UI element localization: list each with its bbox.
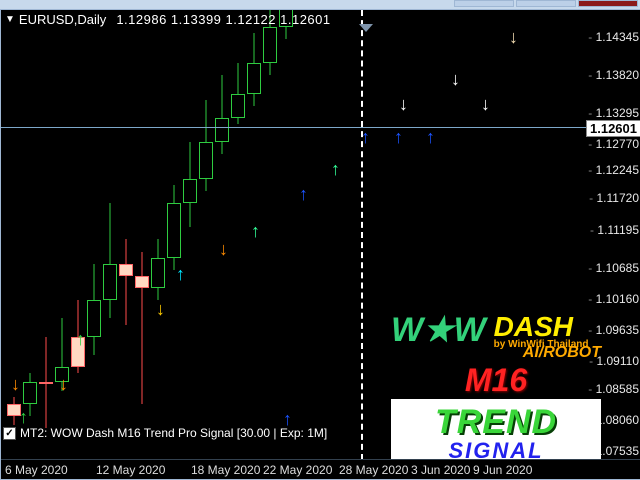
ohlc-values: 1.12986 1.13399 1.12122 1.12601 [116, 12, 330, 27]
wow-dash-logo: W★W DASH by WinWifi Thailand AI/ROBOT M1… [391, 310, 601, 460]
ytick-0: 1.14345 [588, 30, 639, 44]
dash-logo-text: DASH [494, 313, 589, 341]
symbol-header: ▼ EURUSD,Daily 1.12986 1.13399 1.12122 1… [5, 12, 331, 27]
indicator-label: MT2: WOW Dash M16 Trend Pro Signal [30.0… [20, 426, 327, 440]
ytick-2: 1.13295 [588, 106, 639, 120]
trend-signal-panel: TREND SIGNAL [391, 399, 601, 460]
signal-arrow-2[interactable]: ↓ [59, 375, 68, 393]
signal-arrow-11[interactable]: ↑ [361, 128, 370, 146]
price-chart-canvas[interactable]: ▼ EURUSD,Daily 1.12986 1.13399 1.12122 1… [1, 10, 640, 460]
ytick-7: 1.10685 [588, 261, 639, 275]
wow-logo-text: W★W [391, 310, 486, 350]
ytick-8: 1.10160 [588, 292, 639, 306]
symbol-label: EURUSD,Daily [19, 12, 106, 27]
signal-arrow-3[interactable]: ↑ [76, 330, 85, 348]
xtick-2: 18 May 2020 [191, 463, 260, 477]
price-crosshair-line [1, 127, 640, 128]
indicator-checkbox[interactable]: ✓ [3, 427, 16, 440]
m16-text: M16 [391, 362, 601, 399]
indicator-status-row[interactable]: ✓ MT2: WOW Dash M16 Trend Pro Signal [30… [3, 426, 327, 440]
close-button[interactable] [578, 0, 638, 7]
signal-arrow-1[interactable]: ↑ [19, 408, 28, 426]
ytick-5: 1.11720 [589, 191, 639, 205]
ytick-1: 1.13820 [588, 68, 639, 82]
signal-arrow-16[interactable]: ↓ [481, 95, 490, 113]
xtick-4: 28 May 2020 [339, 463, 408, 477]
symbol-dropdown-icon[interactable]: ▼ [5, 14, 15, 25]
xtick-6: 9 Jun 2020 [473, 463, 532, 477]
ytick-6: 1.11195 [590, 223, 639, 237]
xtick-0: 6 May 2020 [5, 463, 68, 477]
signal-text: SIGNAL [397, 438, 595, 460]
signal-arrow-5[interactable]: ↑ [176, 265, 185, 283]
current-price-label[interactable]: 1.12601 [586, 120, 640, 137]
mt4-chart-window: ▼ EURUSD,Daily 1.12986 1.13399 1.12122 1… [0, 0, 640, 480]
ytick-4: 1.12245 [588, 163, 639, 177]
ytick-3: 1.12770 [588, 137, 639, 151]
xaxis-bar[interactable]: 6 May 2020 12 May 2020 18 May 2020 22 Ma… [1, 459, 640, 479]
signal-arrow-14[interactable]: ↑ [426, 128, 435, 146]
minimize-button[interactable] [454, 0, 514, 7]
signal-arrow-9[interactable]: ↑ [299, 185, 308, 203]
signal-arrow-6[interactable]: ↓ [219, 240, 228, 258]
session-divider-line [361, 10, 363, 460]
titlebar [0, 0, 640, 9]
xtick-5: 3 Jun 2020 [411, 463, 470, 477]
signal-arrow-10[interactable]: ↑ [331, 160, 340, 178]
xtick-1: 12 May 2020 [96, 463, 165, 477]
xtick-3: 22 May 2020 [263, 463, 332, 477]
signal-arrow-17[interactable]: ↓ [509, 28, 518, 46]
chart-window[interactable]: ▼ EURUSD,Daily 1.12986 1.13399 1.12122 1… [0, 9, 640, 480]
signal-arrow-12[interactable]: ↓ [399, 95, 408, 113]
trend-text: TREND [397, 403, 595, 442]
signal-arrow-4[interactable]: ↓ [156, 300, 165, 318]
maximize-button[interactable] [516, 0, 576, 7]
signal-arrow-13[interactable]: ↑ [394, 128, 403, 146]
scroll-position-marker [359, 24, 373, 32]
signal-arrow-0[interactable]: ↓ [11, 375, 20, 393]
signal-arrow-7[interactable]: ↑ [251, 222, 260, 240]
signal-arrow-15[interactable]: ↓ [451, 70, 460, 88]
